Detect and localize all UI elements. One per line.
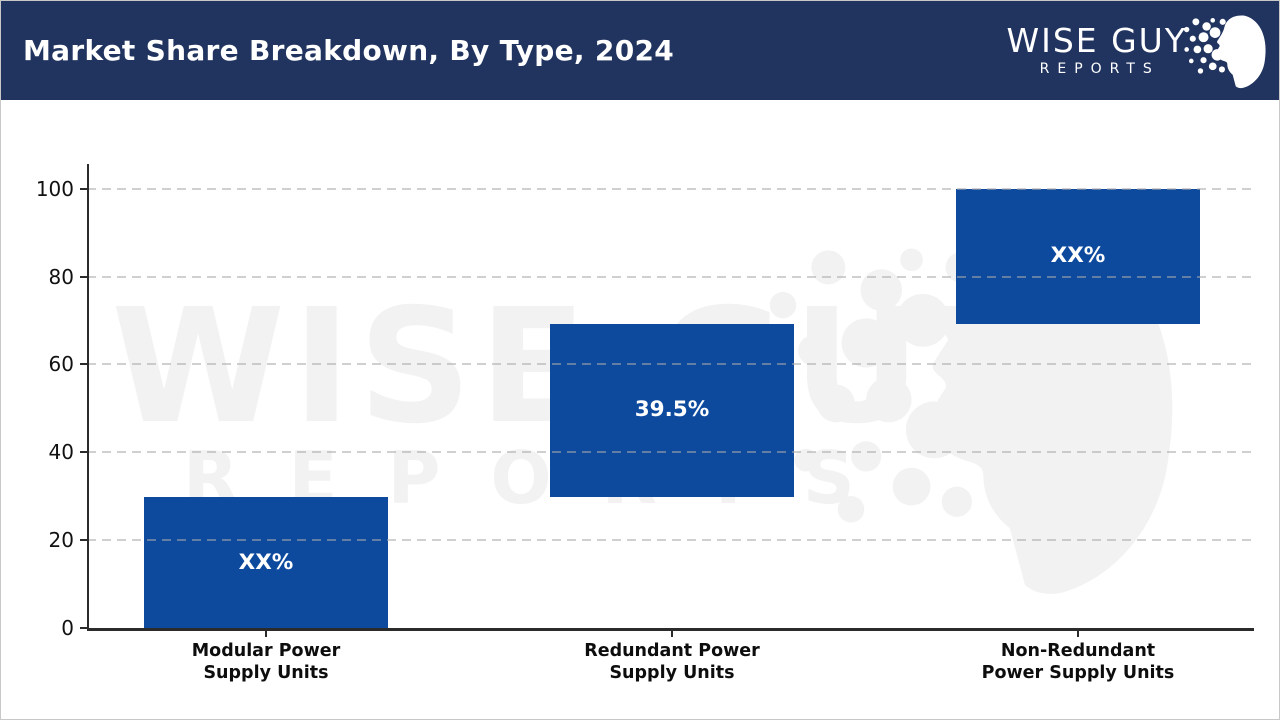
y-tick-label: 80 (48, 264, 74, 289)
plot-area: XX% 39.5% XX% 0 20 40 60 80 100 Modular Power Supp… (1, 100, 1279, 719)
x-category-label: Redundant Power Supply Units (502, 641, 842, 684)
chart-title: Market Share Breakdown, By Type, 2024 (23, 34, 675, 67)
y-tick-label: 40 (48, 440, 74, 465)
brand-name: WISE GUY (1006, 21, 1187, 60)
x-category-label-line: Non-Redundant (1000, 641, 1156, 661)
brand-subtitle: REPORTS (1039, 61, 1160, 77)
x-category-label-line: Supply Units (609, 662, 735, 683)
x-category-label-line: Power Supply Units (981, 662, 1175, 683)
x-category-label-line: Supply Units (203, 662, 329, 683)
bar-value-label: XX% (1050, 243, 1106, 269)
y-tick-mark (80, 451, 87, 454)
x-tick-mark (1077, 630, 1079, 637)
x-category-label: Modular Power Supply Units (96, 641, 436, 684)
y-tick-label: 60 (48, 352, 74, 377)
y-axis-line (87, 164, 89, 630)
y-tick-label: 20 (48, 528, 74, 553)
y-tick-mark (80, 187, 87, 190)
x-category-label: Non-Redundant Power Supply Units (908, 641, 1248, 684)
gridline (87, 539, 1254, 542)
y-tick-label: 0 (61, 616, 74, 640)
y-tick-mark (80, 363, 87, 366)
bar-value-label: 39.5% (634, 397, 710, 423)
header: Market Share Breakdown, By Type, 2024 WI… (1, 1, 1279, 100)
brand-head-icon (1183, 14, 1266, 88)
bar-segment (144, 497, 388, 628)
y-tick-mark (80, 539, 87, 542)
y-tick-mark (80, 627, 87, 629)
chart-area: WISE GUY REPORTS XX% 39.5% XX% 0 20 40 60 80 100… (1, 100, 1279, 719)
gridline (87, 451, 1254, 454)
gridline (87, 363, 1254, 366)
x-tick-mark (265, 630, 267, 637)
x-tick-mark (671, 630, 673, 637)
brand-logo: WISE GUY REPORTS (1006, 12, 1271, 90)
bar-segment (550, 323, 794, 498)
x-category-label-line: Redundant Power (584, 641, 760, 661)
gridline (87, 275, 1254, 278)
brand-logo-text: WISE GUY REPORTS (1006, 24, 1187, 77)
gridline (87, 187, 1254, 190)
bar-value-label: XX% (238, 549, 294, 575)
y-tick-mark (80, 275, 87, 278)
y-tick-label: 100 (35, 176, 74, 201)
x-axis-line (87, 628, 1254, 631)
x-category-label-line: Modular Power (191, 641, 341, 661)
